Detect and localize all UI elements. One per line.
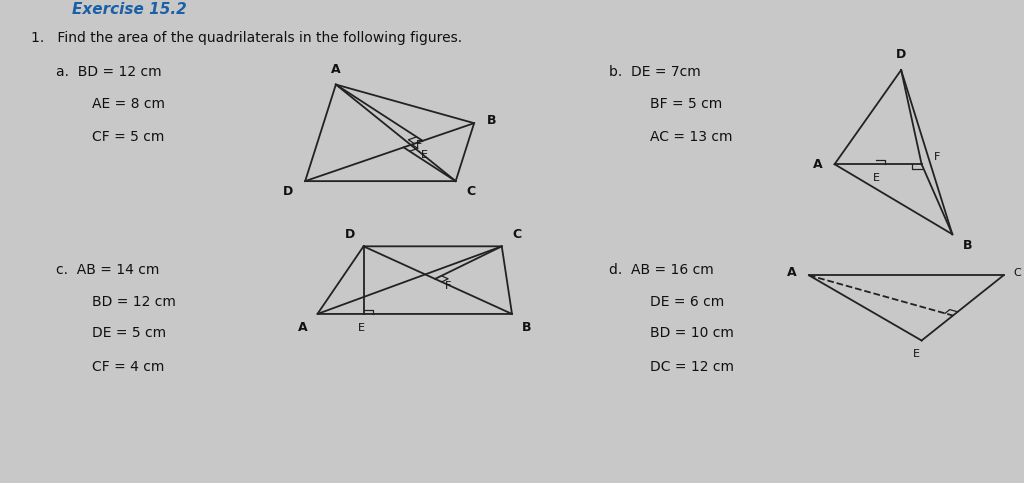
Text: DE = 5 cm: DE = 5 cm	[92, 326, 166, 340]
Text: C: C	[1014, 268, 1022, 278]
Text: C: C	[466, 185, 475, 198]
Text: b.  DE = 7cm: b. DE = 7cm	[609, 65, 701, 79]
Text: DE = 6 cm: DE = 6 cm	[650, 295, 725, 309]
Text: E: E	[913, 349, 920, 359]
Text: D: D	[345, 228, 355, 242]
Text: A: A	[298, 321, 307, 334]
Text: F: F	[445, 281, 452, 291]
Text: B: B	[522, 321, 531, 334]
Text: F: F	[416, 140, 422, 150]
Text: F: F	[934, 152, 940, 162]
Text: E: E	[873, 173, 880, 183]
Text: D: D	[896, 48, 906, 61]
Text: B: B	[963, 239, 972, 252]
Text: C: C	[512, 228, 521, 242]
Text: AC = 13 cm: AC = 13 cm	[650, 130, 733, 144]
Text: Exercise 15.2: Exercise 15.2	[72, 2, 186, 17]
Text: B: B	[486, 114, 496, 127]
Text: CF = 4 cm: CF = 4 cm	[92, 360, 165, 374]
Text: a.  BD = 12 cm: a. BD = 12 cm	[56, 65, 162, 79]
Text: BF = 5 cm: BF = 5 cm	[650, 97, 723, 111]
Text: 1.   Find the area of the quadrilaterals in the following figures.: 1. Find the area of the quadrilaterals i…	[31, 31, 462, 45]
Text: A: A	[787, 267, 797, 279]
Text: BD = 10 cm: BD = 10 cm	[650, 326, 734, 340]
Text: E: E	[358, 323, 365, 333]
Text: CF = 5 cm: CF = 5 cm	[92, 130, 165, 144]
Text: E: E	[421, 150, 428, 159]
Text: BD = 12 cm: BD = 12 cm	[92, 295, 176, 309]
Text: A: A	[813, 158, 822, 170]
Text: d.  AB = 16 cm: d. AB = 16 cm	[609, 263, 714, 277]
Text: c.  AB = 14 cm: c. AB = 14 cm	[56, 263, 160, 277]
Text: AE = 8 cm: AE = 8 cm	[92, 97, 165, 111]
Text: DC = 12 cm: DC = 12 cm	[650, 360, 734, 374]
Text: A: A	[331, 63, 341, 76]
Text: D: D	[283, 185, 293, 198]
